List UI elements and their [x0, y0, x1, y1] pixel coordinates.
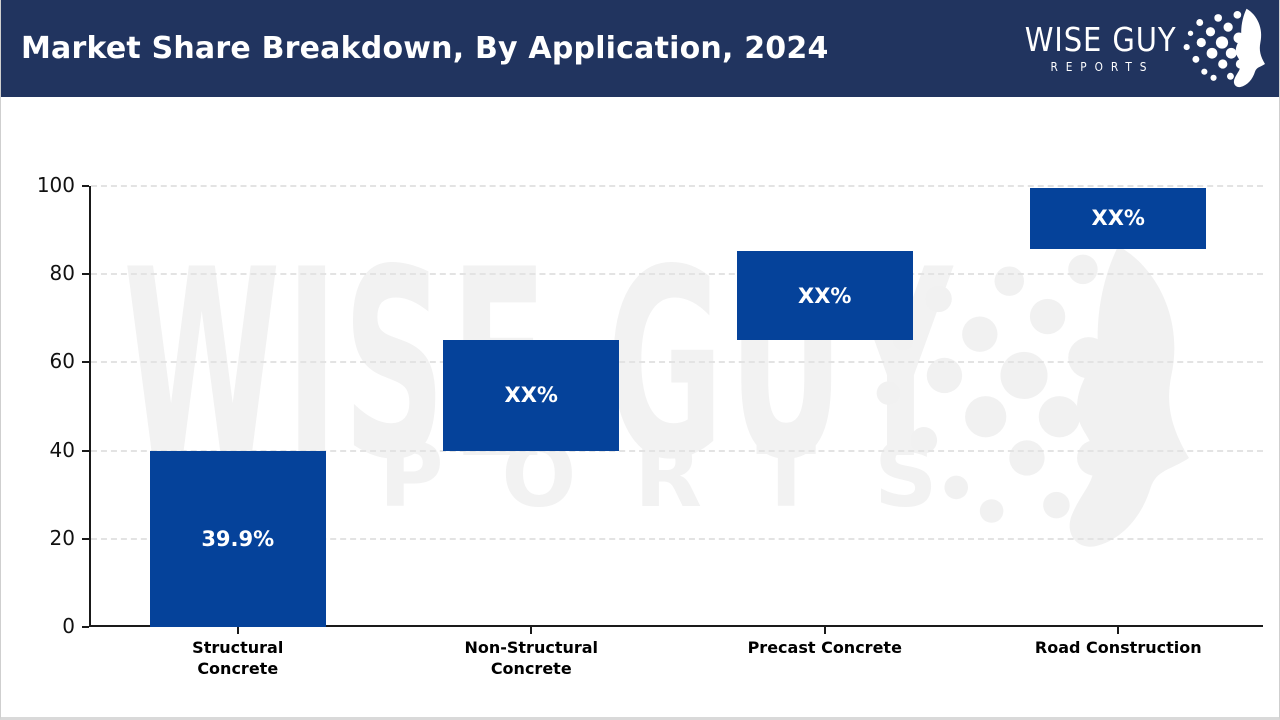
gridline-100 [91, 185, 1263, 187]
x-axis-category-line: Non-Structural [464, 638, 599, 657]
y-tick-label: 100 [36, 173, 75, 197]
x-axis-category-line: Concrete [490, 658, 572, 678]
page-title: Market Share Breakdown, By Application, … [21, 31, 829, 66]
logo-wordmark: WISE GUY [1025, 20, 1177, 60]
header-bar: Market Share Breakdown, By Application, … [1, 0, 1279, 97]
gridline-60 [91, 361, 1263, 364]
gridline-20 [91, 537, 1263, 540]
wiseguy-logo: WISE GUY REPORTS [1004, 7, 1265, 91]
y-tickmark [82, 185, 89, 187]
y-tick-label: 80 [49, 261, 75, 286]
x-tickmark [236, 627, 239, 634]
x-axis-category-line: Structural [192, 638, 284, 657]
x-axis-category-line: Road Construction [1034, 638, 1202, 657]
y-tickmark [82, 626, 89, 628]
y-tickmark [82, 361, 89, 364]
y-tick-label: 40 [49, 437, 75, 462]
plot-area: 0 20 40 60 80 100 39.9% Structural Concrete XX% No… [37, 173, 1263, 678]
bar-value-label: 39.9% [201, 526, 275, 551]
logo-subtitle: REPORTS [1050, 59, 1155, 74]
bar-segment: 39.9% [149, 450, 326, 627]
y-tick-label: 0 [62, 614, 75, 638]
x-tickmark [530, 627, 533, 634]
x-axis-category-line: Concrete [197, 658, 279, 678]
x-axis-category-line: Precast Concrete [747, 638, 902, 657]
x-axis-category-label: Precast Concrete [685, 638, 965, 659]
y-tick-label: 20 [49, 525, 75, 550]
wiseguy-head-icon [1183, 8, 1265, 87]
x-tickmark [1117, 627, 1120, 634]
logo-text: WISE GUY REPORTS [1025, 23, 1177, 74]
y-tick-label: 60 [49, 349, 75, 374]
bar-value-label: XX% [1091, 206, 1145, 231]
x-axis-category-label: Road Construction [978, 638, 1258, 659]
bar-value-label: XX% [504, 383, 558, 408]
y-tickmark [82, 537, 89, 540]
x-axis-category-label: Structural Concrete [98, 638, 378, 680]
y-tickmark [82, 449, 89, 452]
x-tickmark [823, 627, 826, 634]
bar-value-label: XX% [798, 283, 852, 308]
watermark-head-icon [876, 245, 1189, 547]
bar-segment: XX% [443, 340, 620, 451]
y-tickmark [82, 273, 89, 276]
gridline-80 [91, 273, 1263, 276]
x-axis-category-label: Non-Structural Concrete [391, 638, 671, 680]
bar-segment: XX% [1030, 187, 1207, 250]
gridline-40 [91, 449, 1263, 452]
bar-segment: XX% [736, 250, 913, 341]
